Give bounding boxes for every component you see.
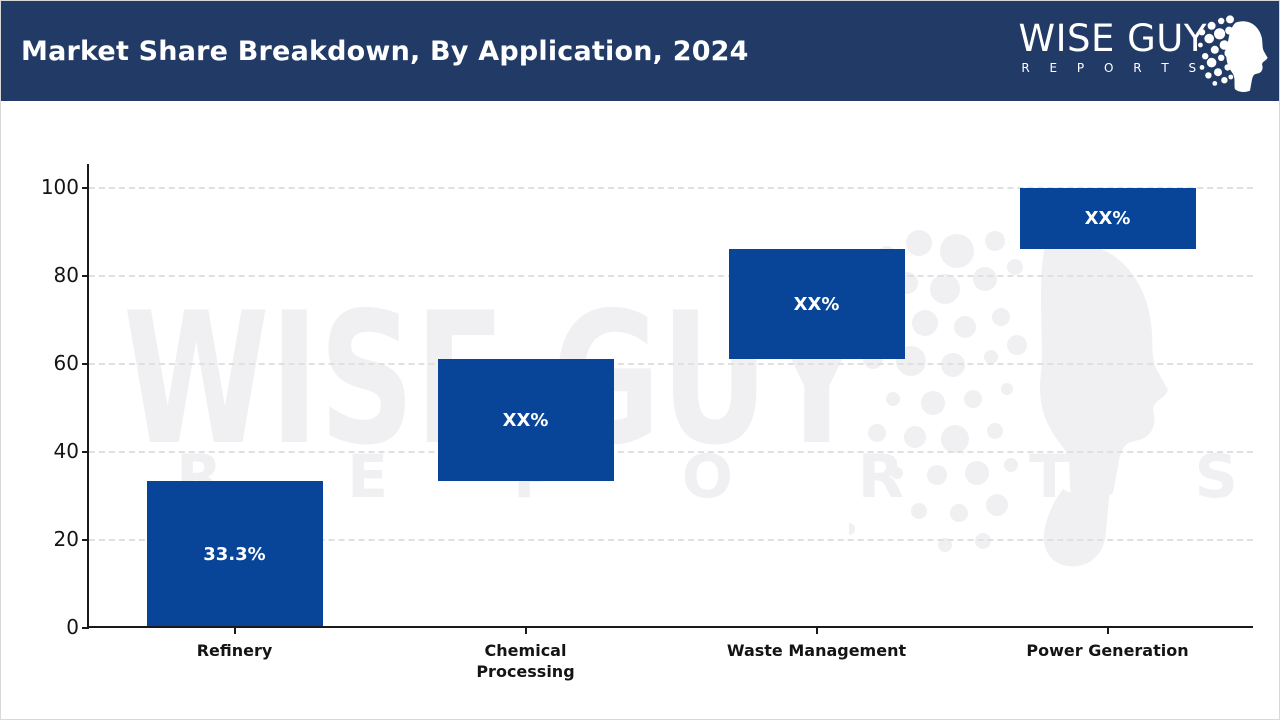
y-tick-label-100: 100 xyxy=(40,175,79,199)
brand-logo-head-icon xyxy=(1198,15,1268,92)
x-tick-label-chemical-processing: Chemical Processing xyxy=(476,641,575,681)
page-title: Market Share Breakdown, By Application, … xyxy=(21,35,749,67)
bar-chemical-processing: XX% xyxy=(437,359,614,482)
y-tick-label-40: 40 xyxy=(53,439,79,463)
x-tick-chemical-processing xyxy=(524,628,527,634)
gridline-100 xyxy=(89,187,1253,189)
x-tick-label-power-generation: Power Generation xyxy=(1026,641,1189,660)
y-axis-line xyxy=(87,164,89,628)
x-tick-label-refinery: Refinery xyxy=(196,641,273,660)
x-tick-waste-management xyxy=(815,628,818,634)
x-axis-line xyxy=(87,626,1253,628)
y-tick-100 xyxy=(82,187,89,189)
watermark-head-icon xyxy=(849,230,1168,567)
bar-waste-management: XX% xyxy=(728,249,905,360)
bar-value-label-chemical-processing: XX% xyxy=(502,409,549,431)
bar-value-label-refinery: 33.3% xyxy=(203,544,266,566)
brand-logo-wordmark: WISE GUY xyxy=(1018,17,1207,60)
bar-value-label-waste-management: XX% xyxy=(793,293,840,315)
gridline-40 xyxy=(89,451,1253,453)
gridline-20 xyxy=(89,539,1253,541)
y-tick-label-80: 80 xyxy=(53,263,79,287)
y-tick-20 xyxy=(82,539,89,541)
y-tick-60 xyxy=(82,363,89,365)
y-tick-label-60: 60 xyxy=(53,351,79,375)
bar-refinery: 33.3% xyxy=(146,481,323,628)
gridline-80 xyxy=(89,275,1253,277)
y-tick-80 xyxy=(82,275,89,277)
brand-logo-subtext: R E P O R T S xyxy=(1021,61,1205,75)
header-bar: Market Share Breakdown, By Application, … xyxy=(1,1,1279,101)
x-tick-power-generation xyxy=(1106,628,1109,634)
bar-value-label-power-generation: XX% xyxy=(1084,208,1131,230)
x-tick-label-waste-management: Waste Management xyxy=(726,641,907,660)
bar-power-generation: XX% xyxy=(1019,188,1196,250)
x-tick-refinery xyxy=(233,628,236,634)
y-tick-0 xyxy=(82,627,89,629)
gridline-60 xyxy=(89,363,1253,365)
brand-logo-text: WISE GUY R E P O R T S xyxy=(1018,17,1207,76)
brand-logo: WISE GUY R E P O R T S xyxy=(1017,13,1268,93)
y-tick-label-0: 0 xyxy=(66,615,79,639)
y-tick-40 xyxy=(82,451,89,453)
y-tick-label-20: 20 xyxy=(53,527,79,551)
